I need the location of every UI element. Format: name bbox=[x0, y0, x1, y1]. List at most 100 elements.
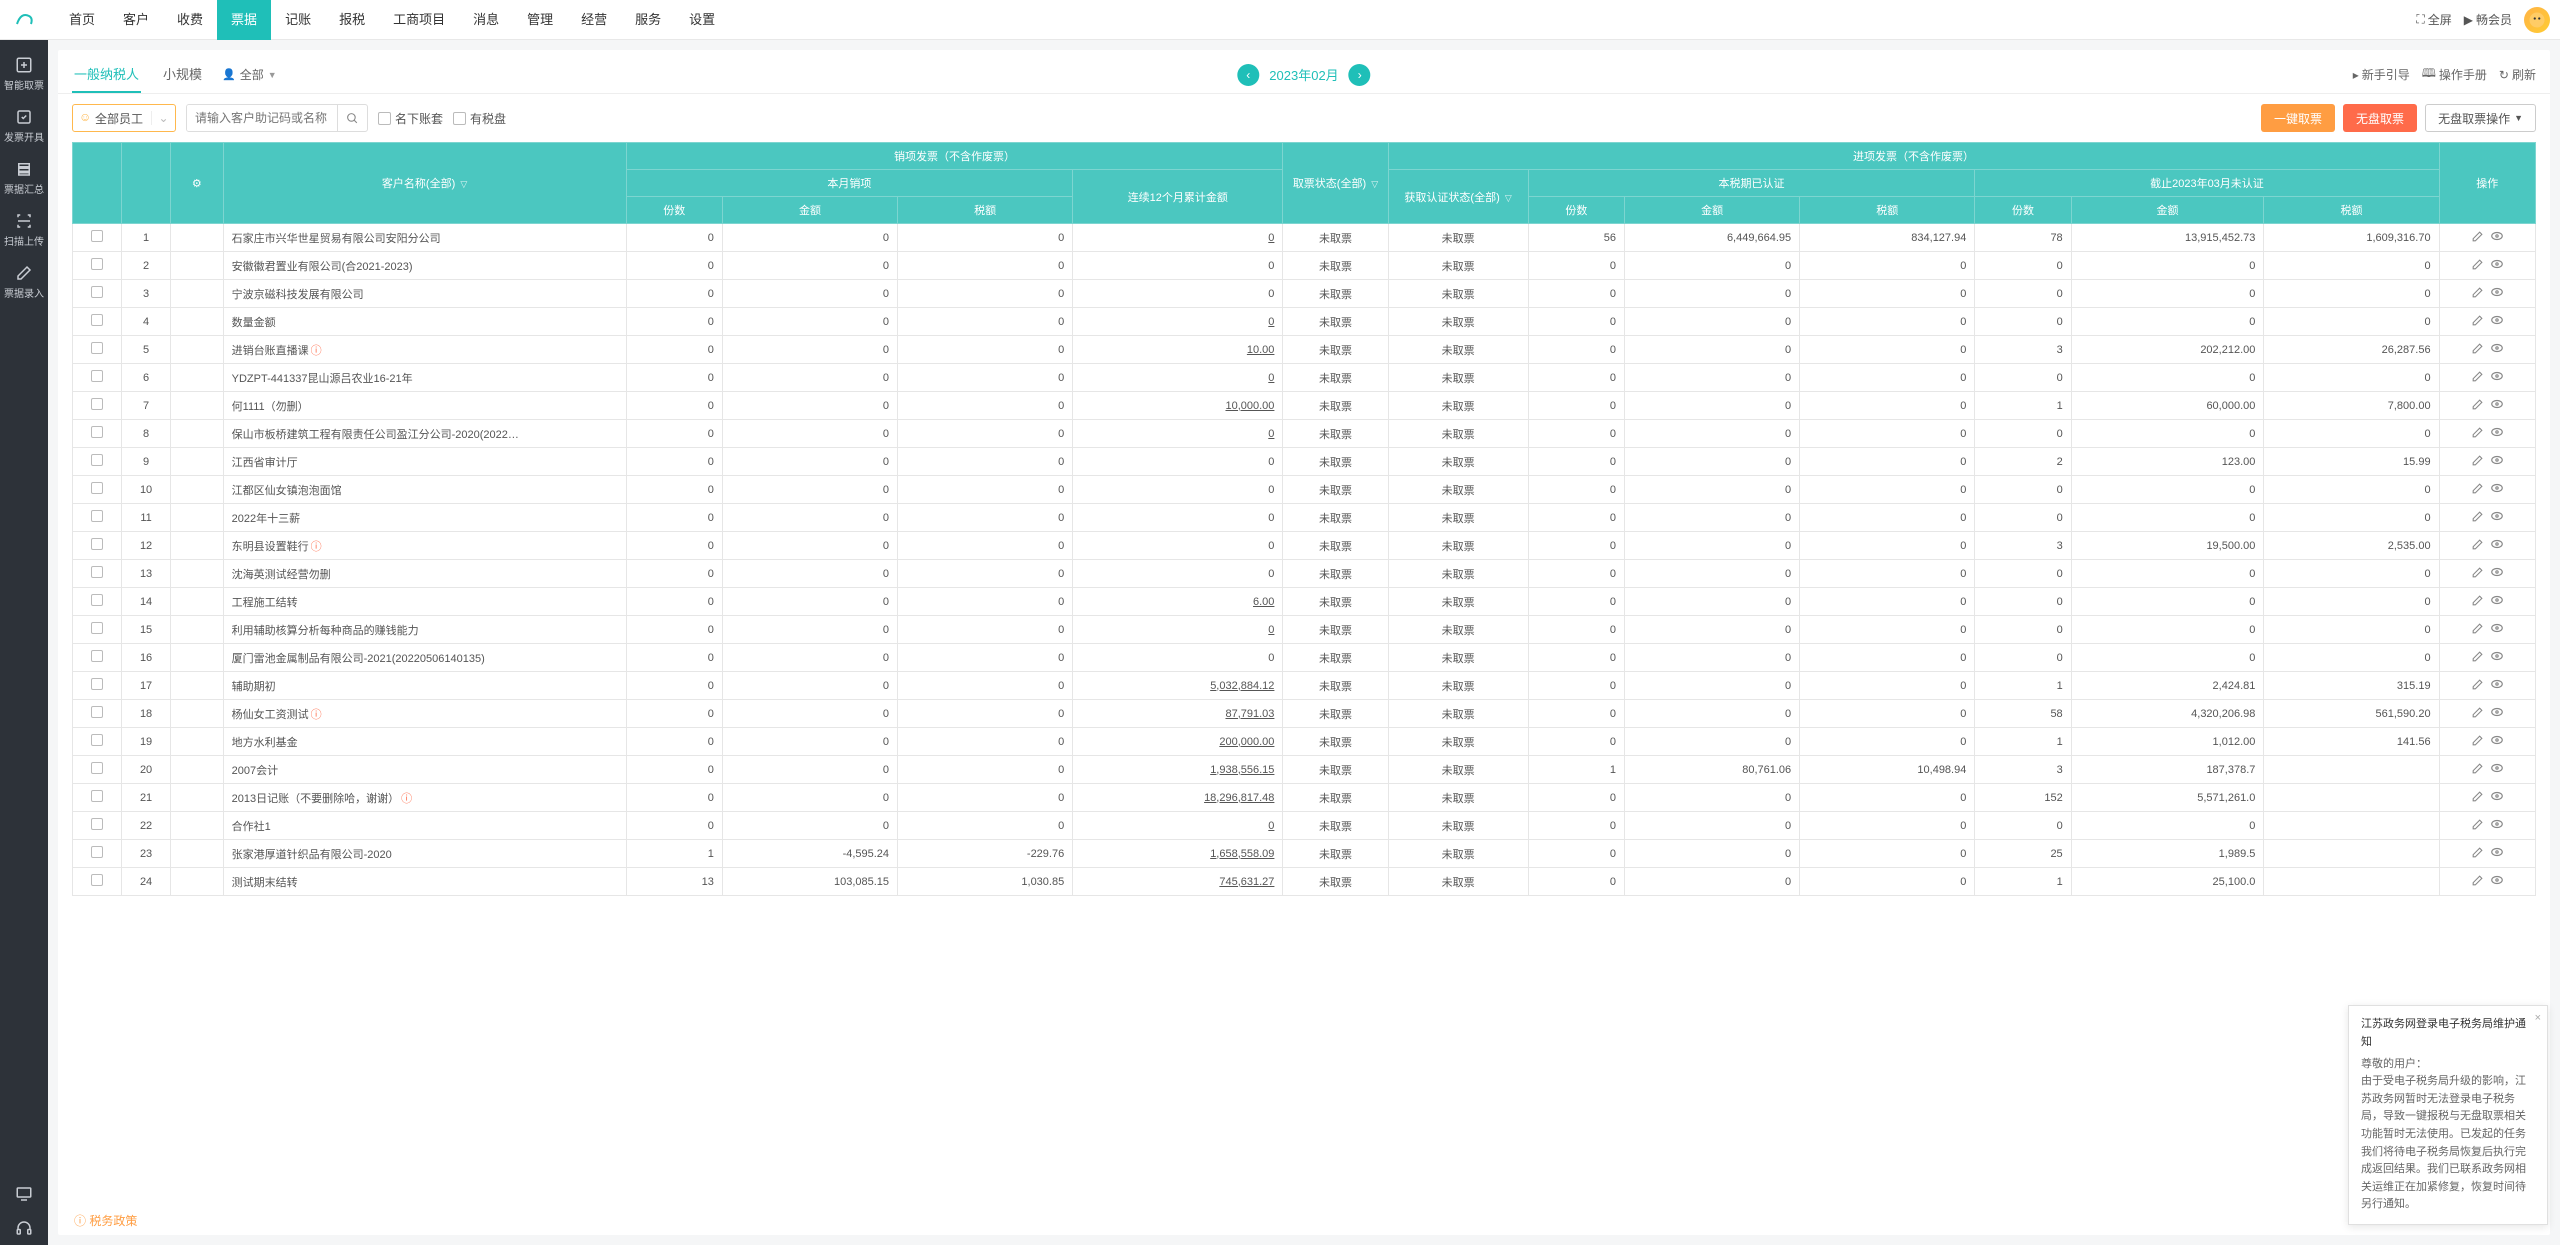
customer-name[interactable]: 张家港厚道针织品有限公司-2020 bbox=[223, 840, 626, 868]
customer-name[interactable]: 2007会计 bbox=[223, 756, 626, 784]
accum-amount-link[interactable]: 200,000.00 bbox=[1219, 736, 1274, 748]
row-checkbox[interactable] bbox=[73, 560, 122, 588]
nodisk-ops-dropdown[interactable]: 无盘取票操作 ▼ bbox=[2425, 104, 2536, 132]
customer-name[interactable]: 安徽徽君置业有限公司(合2021-2023) bbox=[223, 252, 626, 280]
row-checkbox[interactable] bbox=[73, 504, 122, 532]
customer-name[interactable]: 地方水利基金 bbox=[223, 728, 626, 756]
close-icon[interactable]: × bbox=[2535, 1010, 2541, 1028]
top-menu-item[interactable]: 管理 bbox=[513, 0, 567, 40]
edit-icon[interactable] bbox=[2468, 426, 2487, 442]
top-menu-item[interactable]: 票据 bbox=[217, 0, 271, 40]
edit-icon[interactable] bbox=[2468, 258, 2487, 274]
edit-icon[interactable] bbox=[2468, 286, 2487, 302]
row-checkbox[interactable] bbox=[73, 868, 122, 896]
accum-amount-link[interactable]: 6.00 bbox=[1253, 596, 1274, 608]
edit-icon[interactable] bbox=[2468, 230, 2487, 246]
view-icon[interactable] bbox=[2487, 341, 2507, 358]
tab-item[interactable]: 一般纳税人 bbox=[72, 56, 141, 93]
top-menu-item[interactable]: 收费 bbox=[163, 0, 217, 40]
view-icon[interactable] bbox=[2487, 789, 2507, 806]
row-checkbox[interactable] bbox=[73, 784, 122, 812]
sidebar-item[interactable]: 智能取票 bbox=[0, 48, 48, 100]
top-menu-item[interactable]: 记账 bbox=[271, 0, 325, 40]
accum-amount-link[interactable]: 745,631.27 bbox=[1219, 876, 1274, 888]
row-checkbox[interactable] bbox=[73, 644, 122, 672]
row-checkbox[interactable] bbox=[73, 448, 122, 476]
accum-amount-link[interactable]: 87,791.03 bbox=[1225, 708, 1274, 720]
view-icon[interactable] bbox=[2487, 453, 2507, 470]
edit-icon[interactable] bbox=[2468, 622, 2487, 638]
view-icon[interactable] bbox=[2487, 425, 2507, 442]
top-menu-item[interactable]: 报税 bbox=[325, 0, 379, 40]
edit-icon[interactable] bbox=[2468, 314, 2487, 330]
view-icon[interactable] bbox=[2487, 593, 2507, 610]
accum-amount-link[interactable]: 0 bbox=[1268, 624, 1274, 636]
customer-name[interactable]: 2022年十三薪 bbox=[223, 504, 626, 532]
accum-amount-link[interactable]: 18,296,817.48 bbox=[1204, 792, 1274, 804]
row-checkbox[interactable] bbox=[73, 252, 122, 280]
customer-name[interactable]: 进销台账直播课ⓘ bbox=[223, 336, 626, 364]
row-checkbox[interactable] bbox=[73, 672, 122, 700]
top-menu-item[interactable]: 设置 bbox=[675, 0, 729, 40]
current-period[interactable]: 2023年02月 bbox=[1269, 65, 1338, 84]
edit-icon[interactable] bbox=[2468, 398, 2487, 414]
top-menu-item[interactable]: 服务 bbox=[621, 0, 675, 40]
edit-icon[interactable] bbox=[2468, 790, 2487, 806]
edit-icon[interactable] bbox=[2468, 566, 2487, 582]
guide-link[interactable]: ▸ 新手引导 bbox=[2353, 66, 2410, 83]
view-icon[interactable] bbox=[2487, 481, 2507, 498]
row-checkbox[interactable] bbox=[73, 616, 122, 644]
row-checkbox[interactable] bbox=[73, 308, 122, 336]
sidebar-item[interactable]: 票据录入 bbox=[0, 256, 48, 308]
edit-icon[interactable] bbox=[2468, 594, 2487, 610]
view-icon[interactable] bbox=[2487, 369, 2507, 386]
row-checkbox[interactable] bbox=[73, 728, 122, 756]
top-menu-item[interactable]: 首页 bbox=[55, 0, 109, 40]
customer-name[interactable]: 数量金额 bbox=[223, 308, 626, 336]
row-checkbox[interactable] bbox=[73, 840, 122, 868]
view-icon[interactable] bbox=[2487, 257, 2507, 274]
row-checkbox[interactable] bbox=[73, 420, 122, 448]
select-all-header[interactable] bbox=[73, 143, 122, 224]
edit-icon[interactable] bbox=[2468, 342, 2487, 358]
sidebar-item[interactable] bbox=[0, 1177, 48, 1211]
sidebar-item[interactable] bbox=[0, 1211, 48, 1245]
user-avatar[interactable] bbox=[2524, 7, 2550, 33]
search-button[interactable] bbox=[337, 104, 367, 132]
view-icon[interactable] bbox=[2487, 649, 2507, 666]
accum-amount-link[interactable]: 1,938,556.15 bbox=[1210, 764, 1274, 776]
accum-amount-link[interactable]: 10.00 bbox=[1247, 344, 1275, 356]
search-input[interactable] bbox=[187, 105, 337, 131]
row-checkbox[interactable] bbox=[73, 224, 122, 252]
top-menu-item[interactable]: 经营 bbox=[567, 0, 621, 40]
accum-amount-link[interactable]: 10,000.00 bbox=[1225, 400, 1274, 412]
tab-item[interactable]: 小规模 bbox=[161, 56, 204, 93]
customer-name[interactable]: 何1111（勿删） bbox=[223, 392, 626, 420]
edit-icon[interactable] bbox=[2468, 874, 2487, 890]
under-account-checkbox[interactable]: 名下账套 bbox=[378, 110, 443, 127]
edit-icon[interactable] bbox=[2468, 734, 2487, 750]
view-icon[interactable] bbox=[2487, 397, 2507, 414]
view-icon[interactable] bbox=[2487, 705, 2507, 722]
accum-amount-link[interactable]: 1,658,558.09 bbox=[1210, 848, 1274, 860]
row-checkbox[interactable] bbox=[73, 336, 122, 364]
customer-name[interactable]: 东明县设置鞋行ⓘ bbox=[223, 532, 626, 560]
view-icon[interactable] bbox=[2487, 621, 2507, 638]
edit-icon[interactable] bbox=[2468, 650, 2487, 666]
customer-name[interactable]: 保山市板桥建筑工程有限责任公司盈江分公司-2020(2022… bbox=[223, 420, 626, 448]
view-icon[interactable] bbox=[2487, 509, 2507, 526]
all-filter[interactable]: 👤全部▼ bbox=[222, 66, 277, 83]
accum-amount-link[interactable]: 0 bbox=[1268, 316, 1274, 328]
view-icon[interactable] bbox=[2487, 537, 2507, 554]
edit-icon[interactable] bbox=[2468, 762, 2487, 778]
view-icon[interactable] bbox=[2487, 845, 2507, 862]
view-icon[interactable] bbox=[2487, 733, 2507, 750]
customer-name[interactable]: 利用辅助核算分析每种商品的赚钱能力 bbox=[223, 616, 626, 644]
refresh-link[interactable]: ↻ 刷新 bbox=[2499, 66, 2536, 83]
view-icon[interactable] bbox=[2487, 229, 2507, 246]
customer-name[interactable]: 厦门雷池金属制品有限公司-2021(20220506140135) bbox=[223, 644, 626, 672]
accum-amount-link[interactable]: 0 bbox=[1268, 428, 1274, 440]
manual-link[interactable]: 🕮 操作手册 bbox=[2422, 64, 2487, 85]
view-icon[interactable] bbox=[2487, 313, 2507, 330]
customer-name[interactable]: 石家庄市兴华世星贸易有限公司安阳分公司 bbox=[223, 224, 626, 252]
